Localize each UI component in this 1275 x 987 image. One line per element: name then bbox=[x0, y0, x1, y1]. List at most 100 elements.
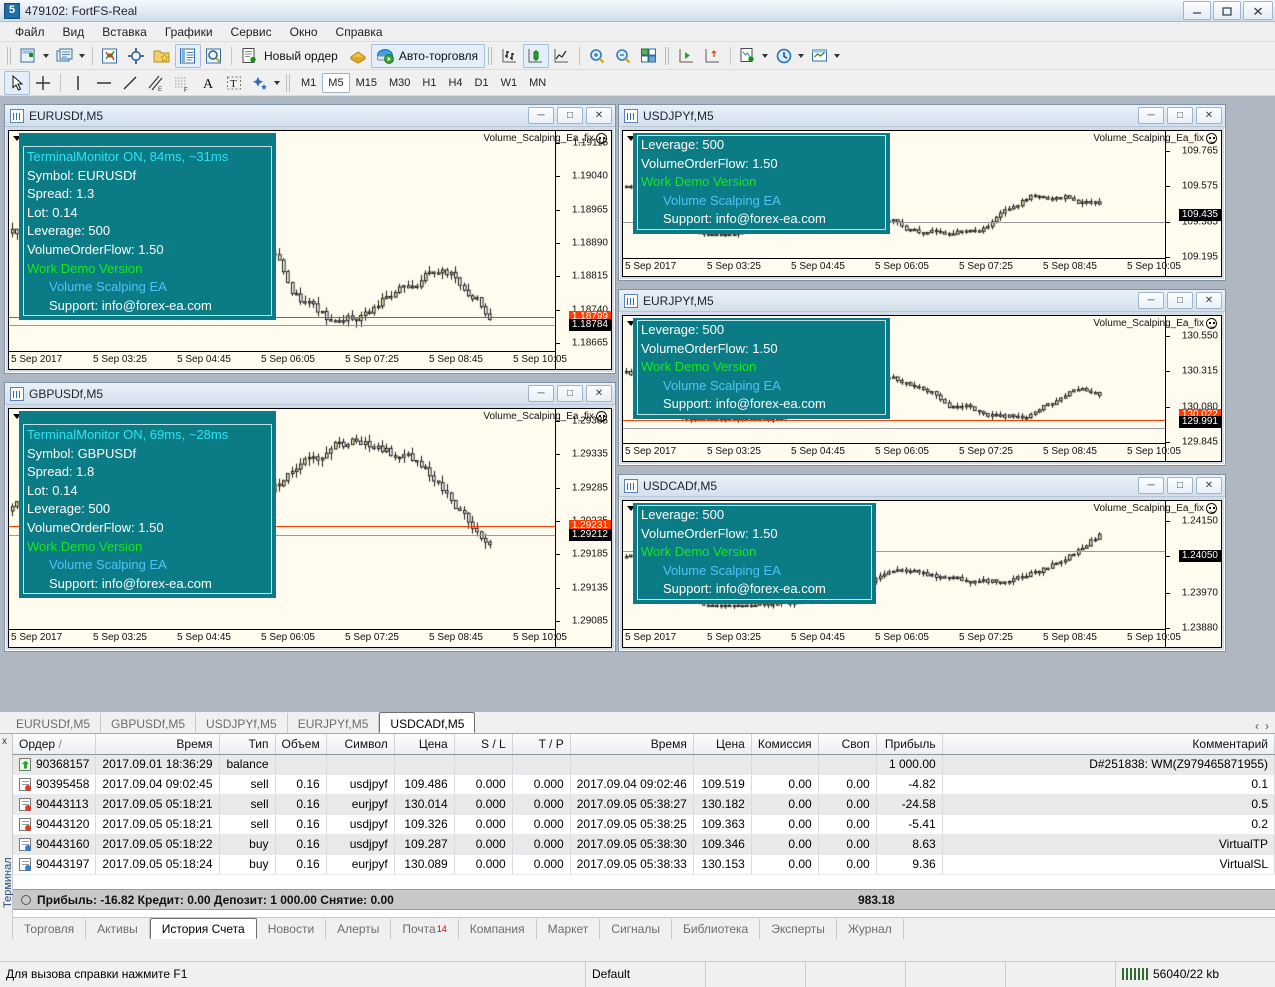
autotrading-button[interactable]: Авто-торговля bbox=[370, 43, 486, 68]
menu-window[interactable]: Окно bbox=[289, 24, 318, 39]
terminal-tab-journal[interactable]: Журнал bbox=[837, 919, 904, 939]
time-scale[interactable]: 5 Sep 2017 5 Sep 03:25 5 Sep 04:45 5 Sep… bbox=[9, 351, 567, 369]
equidistant-channel-button[interactable]: E bbox=[143, 71, 169, 95]
chart-titlebar[interactable]: USDCADf,M5 ─ □ ✕ bbox=[619, 475, 1225, 497]
terminal-tab-company[interactable]: Компания bbox=[459, 919, 537, 939]
menu-charts[interactable]: Графики bbox=[164, 24, 213, 39]
chevron-down-icon[interactable] bbox=[274, 80, 280, 85]
table-row[interactable]: 90443113 2017.09.05 05:18:21 sell 0.16 eurjp… bbox=[13, 794, 1275, 815]
text-label-button[interactable]: A bbox=[195, 71, 221, 95]
toolbar-grip[interactable] bbox=[488, 46, 495, 65]
table-row[interactable]: 90395458 2017.09.04 09:02:45 sell 0.16 usdjp… bbox=[13, 774, 1275, 795]
menu-insert[interactable]: Вставка bbox=[102, 24, 147, 39]
collapse-triangle-icon[interactable] bbox=[627, 321, 635, 326]
col-swap[interactable]: Своп bbox=[818, 734, 877, 755]
menu-tools[interactable]: Сервис bbox=[230, 24, 272, 39]
col-tp[interactable]: T / P bbox=[512, 734, 571, 755]
bar-chart-button[interactable] bbox=[497, 44, 523, 68]
chart-tab-usdcad[interactable]: USDCADf,M5 bbox=[379, 712, 476, 733]
chart-body[interactable]: GBPUSDf,M5 1.29216 1.29230 1.29197 1.292… bbox=[8, 408, 612, 648]
chart-tab-usdjpy[interactable]: USDJPYf,M5 bbox=[196, 713, 288, 733]
menu-view[interactable]: Вид bbox=[62, 24, 85, 39]
favorites-button[interactable] bbox=[149, 44, 175, 68]
timeframe-w1[interactable]: W1 bbox=[500, 76, 518, 89]
toolbar-grip[interactable] bbox=[7, 46, 13, 65]
col-profit[interactable]: Прибыль bbox=[876, 734, 943, 755]
chart-body[interactable]: EURUSDf,M5 1.18785 1.18792 1.18771 1.187… bbox=[8, 130, 612, 370]
line-chart-button[interactable] bbox=[549, 44, 575, 68]
terminal-tab-trade[interactable]: Торговля bbox=[13, 919, 87, 939]
chart-shift-button[interactable] bbox=[700, 44, 726, 68]
time-scale[interactable]: 5 Sep 2017 5 Sep 03:25 5 Sep 04:45 5 Sep… bbox=[623, 443, 1181, 461]
table-row[interactable]: 90368157 2017.09.01 18:36:29 balance 1 000.… bbox=[13, 754, 1275, 775]
chart-minimize-button[interactable]: ─ bbox=[528, 385, 554, 402]
menu-file[interactable]: Файл bbox=[15, 24, 45, 39]
terminal-tab-mailbox[interactable]: Почта 14 bbox=[391, 919, 459, 939]
shapes-button[interactable] bbox=[247, 71, 283, 95]
scroll-right-icon[interactable]: › bbox=[1265, 719, 1269, 733]
menu-help[interactable]: Справка bbox=[335, 24, 383, 39]
fibonacci-button[interactable]: F bbox=[169, 71, 195, 95]
terminal-tab-exposure[interactable]: Активы bbox=[86, 919, 150, 939]
scroll-left-icon[interactable]: ‹ bbox=[1255, 719, 1259, 733]
price-scale[interactable]: 109.765 109.575 109.385 109.195 bbox=[1165, 131, 1221, 276]
terminal-tab-experts[interactable]: Эксперты bbox=[760, 919, 837, 939]
price-scale[interactable]: 1.19115 1.19040 1.18965 1.18890 1.18815 … bbox=[555, 131, 611, 369]
chart-minimize-button[interactable]: ─ bbox=[1138, 107, 1164, 124]
chevron-down-icon[interactable] bbox=[834, 53, 841, 58]
timeframe-d1[interactable]: D1 bbox=[474, 76, 489, 89]
vertical-line-button[interactable] bbox=[65, 71, 91, 95]
terminal-tab-alerts[interactable]: Алерты bbox=[326, 919, 392, 939]
timeframe-m1[interactable]: M1 bbox=[301, 76, 317, 89]
text-box-button[interactable]: T bbox=[221, 71, 247, 95]
col-volume[interactable]: Объем bbox=[275, 734, 327, 755]
time-scale[interactable]: 5 Sep 2017 5 Sep 03:25 5 Sep 04:45 5 Sep… bbox=[623, 258, 1181, 276]
zoom-out-button[interactable] bbox=[610, 44, 636, 68]
chart-close-button[interactable]: ✕ bbox=[1196, 107, 1222, 124]
chart-window-gbpusd[interactable]: GBPUSDf,M5 ─ □ ✕ GBPUSDf,M5 1.29216 1.29… bbox=[4, 382, 616, 652]
chevron-down-icon[interactable] bbox=[79, 53, 85, 58]
time-scale[interactable]: 5 Sep 2017 5 Sep 03:25 5 Sep 04:45 5 Sep… bbox=[623, 629, 1181, 647]
templates-button[interactable] bbox=[807, 44, 843, 68]
market-watch-button[interactable] bbox=[97, 44, 123, 68]
candlestick-button[interactable] bbox=[523, 43, 550, 68]
toolbar-grip[interactable] bbox=[286, 73, 292, 92]
expert-advisors-button[interactable] bbox=[345, 44, 371, 68]
indicators-button[interactable] bbox=[735, 44, 771, 68]
timeframe-m30[interactable]: M30 bbox=[388, 76, 411, 89]
col-open-time[interactable]: Время bbox=[95, 734, 220, 755]
chart-restore-button[interactable]: □ bbox=[1167, 292, 1193, 309]
chart-titlebar[interactable]: USDJPYf,M5 ─ □ ✕ bbox=[619, 105, 1225, 127]
new-order-button[interactable]: Новый ордер bbox=[236, 44, 345, 68]
status-traffic[interactable]: 56040/22 kb bbox=[1116, 962, 1275, 987]
chart-tab-eurusd[interactable]: EURUSDf,M5 bbox=[6, 713, 102, 733]
chart-body[interactable]: EURJPYf,M5 130.005 130.006 129.982 129.9… bbox=[622, 315, 1222, 462]
chevron-down-icon[interactable] bbox=[762, 53, 769, 58]
col-order[interactable]: Ордер / bbox=[13, 734, 97, 755]
horizontal-line-button[interactable] bbox=[91, 71, 117, 95]
chart-close-button[interactable]: ✕ bbox=[586, 107, 612, 124]
table-row[interactable]: 90443197 2017.09.05 05:18:24 buy 0.16 eurjpy… bbox=[13, 854, 1275, 875]
close-button[interactable] bbox=[1243, 1, 1273, 20]
terminal-tab-signals[interactable]: Сигналы bbox=[600, 919, 672, 939]
collapse-triangle-icon[interactable] bbox=[13, 136, 21, 141]
chart-window-eurjpy[interactable]: EURJPYf,M5 ─ □ ✕ EURJPYf,M5 130.005 130.… bbox=[618, 289, 1226, 466]
col-close-time[interactable]: Время bbox=[570, 734, 694, 755]
col-sl[interactable]: S / L bbox=[454, 734, 513, 755]
chart-minimize-button[interactable]: ─ bbox=[1138, 477, 1164, 494]
zoom-in-button[interactable] bbox=[584, 44, 610, 68]
collapse-triangle-icon[interactable] bbox=[627, 506, 635, 511]
autoscroll-button[interactable] bbox=[674, 44, 700, 68]
crosshair-tool-button[interactable] bbox=[30, 71, 56, 95]
col-commission[interactable]: Комиссия bbox=[751, 734, 819, 755]
terminal-close-icon[interactable]: x bbox=[2, 736, 7, 747]
cursor-button[interactable] bbox=[4, 70, 30, 95]
price-scale[interactable]: 1.24150 1.24060 1.23970 1.23880 bbox=[1165, 501, 1221, 647]
chart-body[interactable]: USDCADf,M5 1.24034 1.24053 1.24028 1.240… bbox=[622, 500, 1222, 648]
minimize-button[interactable] bbox=[1183, 1, 1211, 20]
chart-restore-button[interactable]: □ bbox=[557, 107, 583, 124]
col-open-price[interactable]: Цена bbox=[394, 734, 455, 755]
price-scale[interactable]: 130.550 130.315 130.080 129.845 bbox=[1165, 316, 1221, 461]
chart-window-usdcad[interactable]: USDCADf,M5 ─ □ ✕ USDCADf,M5 1.24034 1.24… bbox=[618, 474, 1226, 652]
timeframe-h4[interactable]: H4 bbox=[448, 76, 463, 89]
